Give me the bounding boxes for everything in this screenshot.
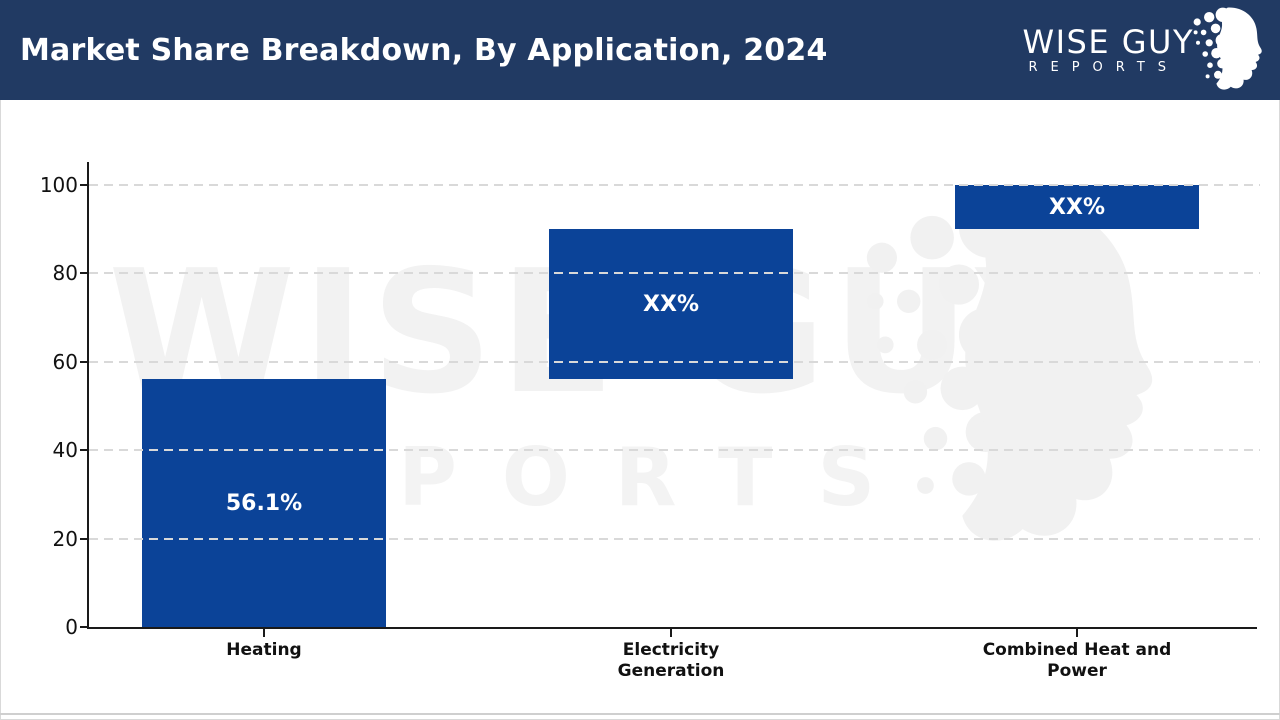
logo-brand-line1: WISE GUY xyxy=(1022,22,1194,61)
y-tick-mark xyxy=(80,449,87,451)
y-tick-label-60: 60 xyxy=(52,350,78,374)
x-category-line: Power xyxy=(1047,661,1107,681)
x-tick-mark xyxy=(1076,629,1078,637)
x-category-line: Electricity xyxy=(622,640,720,660)
logo-brand-line2: REPORTS xyxy=(1028,59,1180,75)
y-tick-mark xyxy=(80,184,87,186)
y-axis-line xyxy=(87,162,89,628)
gridline-40 xyxy=(89,449,1260,451)
x-category-label-combined-heat-and-power: Combined Heat and Power xyxy=(967,640,1187,682)
x-tick-mark xyxy=(263,629,265,637)
footer-divider xyxy=(0,713,1280,715)
bar-value-label: XX% xyxy=(1049,194,1105,220)
page-title: Market Share Breakdown, By Application, … xyxy=(20,32,828,68)
header-bar: Market Share Breakdown, By Application, … xyxy=(0,0,1280,100)
gridline-100 xyxy=(89,184,1260,186)
y-tick-label-20: 20 xyxy=(52,527,78,551)
bar-value-label: 56.1% xyxy=(225,490,303,516)
x-category-line: Combined Heat and xyxy=(982,640,1172,660)
bar-heating: 56.1% xyxy=(142,379,386,627)
x-category-line: Generation xyxy=(617,661,725,681)
y-tick-mark xyxy=(80,272,87,274)
gridline-60 xyxy=(89,361,1260,363)
x-tick-mark xyxy=(670,629,672,637)
bar-combined-heat-and-power: XX% xyxy=(955,185,1199,229)
x-category-line: Heating xyxy=(226,640,302,660)
x-category-label-heating: Heating xyxy=(154,640,374,661)
y-tick-mark xyxy=(80,361,87,363)
wiseguy-logo-text: WISE GUY REPORTS xyxy=(1022,26,1194,75)
wiseguy-logo: WISE GUY REPORTS xyxy=(1022,6,1266,94)
y-tick-label-100: 100 xyxy=(39,173,78,197)
bar-electricity-generation: XX% xyxy=(549,229,793,379)
y-tick-label-40: 40 xyxy=(52,438,78,462)
wiseguy-head-icon xyxy=(1193,7,1262,90)
gridline-20 xyxy=(89,538,1260,540)
y-tick-label-0: 0 xyxy=(65,615,78,639)
x-category-label-electricity-generation: Electricity Generation xyxy=(561,640,781,682)
y-tick-mark xyxy=(80,626,87,628)
x-axis-line xyxy=(87,627,1257,629)
bar-value-label: XX% xyxy=(643,291,699,317)
gridline-80 xyxy=(89,272,1260,274)
y-tick-label-80: 80 xyxy=(52,261,78,285)
y-tick-mark xyxy=(80,538,87,540)
